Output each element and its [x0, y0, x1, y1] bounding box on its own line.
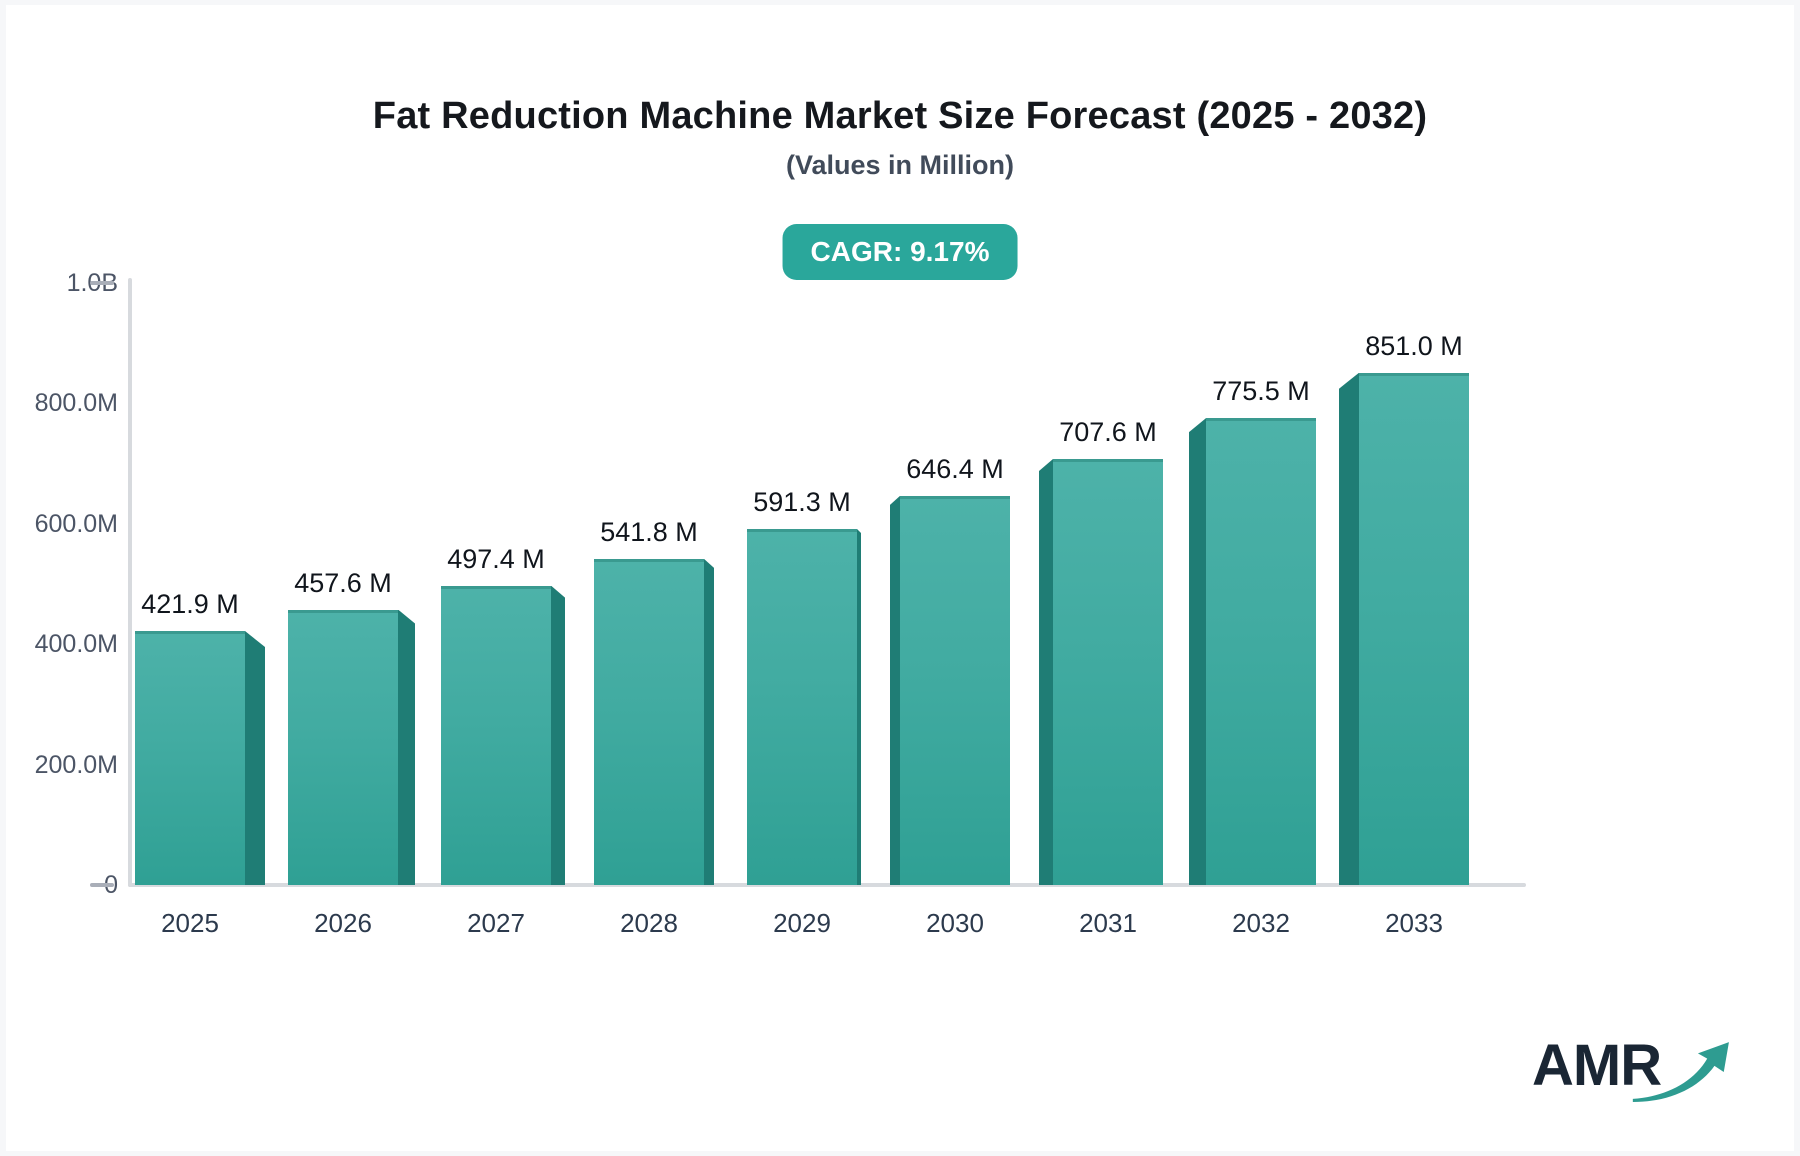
x-axis-label: 2029	[773, 908, 831, 938]
x-axis-label: 2027	[467, 908, 525, 938]
bar-front	[900, 495, 1010, 885]
bar-value-label: 775.5 M	[1212, 376, 1310, 407]
y-axis-line	[128, 278, 132, 887]
bar-front	[747, 529, 857, 885]
y-axis-label: 800.0M	[34, 389, 118, 418]
bar-front	[288, 609, 398, 885]
bar-side	[890, 495, 900, 885]
y-axis-label: 200.0M	[34, 750, 118, 779]
bar-side	[1339, 372, 1359, 885]
y-axis-label: 400.0M	[34, 630, 118, 659]
bar-front	[441, 585, 551, 885]
bar-side	[398, 609, 415, 885]
bar-side	[704, 558, 714, 885]
y-axis-tick	[90, 883, 114, 887]
bar-value-label: 541.8 M	[600, 516, 698, 547]
y-axis-tick	[90, 281, 114, 285]
x-axis-label: 2025	[161, 908, 219, 938]
x-axis-label: 2033	[1385, 908, 1443, 938]
x-axis-label: 2031	[1079, 908, 1137, 938]
chart-subtitle: (Values in Million)	[785, 150, 1015, 180]
growth-arrow-icon	[1632, 1042, 1729, 1102]
bar-front	[594, 558, 704, 885]
cagr-badge: CAGR: 9.17%	[782, 224, 1018, 280]
chart-title: Fat Reduction Machine Market Size Foreca…	[372, 95, 1428, 137]
bar-front	[1359, 372, 1469, 885]
bar-value-label: 646.4 M	[906, 453, 1004, 484]
y-axis-label: 600.0M	[34, 509, 118, 538]
bar-value-label: 591.3 M	[753, 487, 851, 518]
x-axis-label: 2026	[314, 908, 372, 938]
bar-side	[245, 631, 265, 885]
bar-value-label: 707.6 M	[1059, 417, 1157, 448]
amr-logo: AMR	[1532, 1032, 1732, 1112]
bar-front	[1206, 418, 1316, 885]
bar-value-label: 497.4 M	[447, 543, 545, 574]
x-axis-line	[128, 883, 1526, 887]
amr-logo-text: AMR	[1532, 1033, 1662, 1098]
bar-value-label: 457.6 M	[294, 567, 392, 598]
bar-side	[857, 529, 861, 885]
bar-front	[1053, 459, 1163, 885]
bar-side	[1039, 459, 1053, 885]
bar-side	[551, 585, 565, 885]
bar-front	[135, 631, 245, 885]
bar-value-label: 421.9 M	[141, 589, 239, 620]
bar-side	[1189, 418, 1206, 885]
x-axis-label: 2028	[620, 908, 678, 938]
x-axis-label: 2030	[926, 908, 984, 938]
x-axis-label: 2032	[1232, 908, 1290, 938]
bar-value-label: 851.0 M	[1365, 330, 1463, 361]
